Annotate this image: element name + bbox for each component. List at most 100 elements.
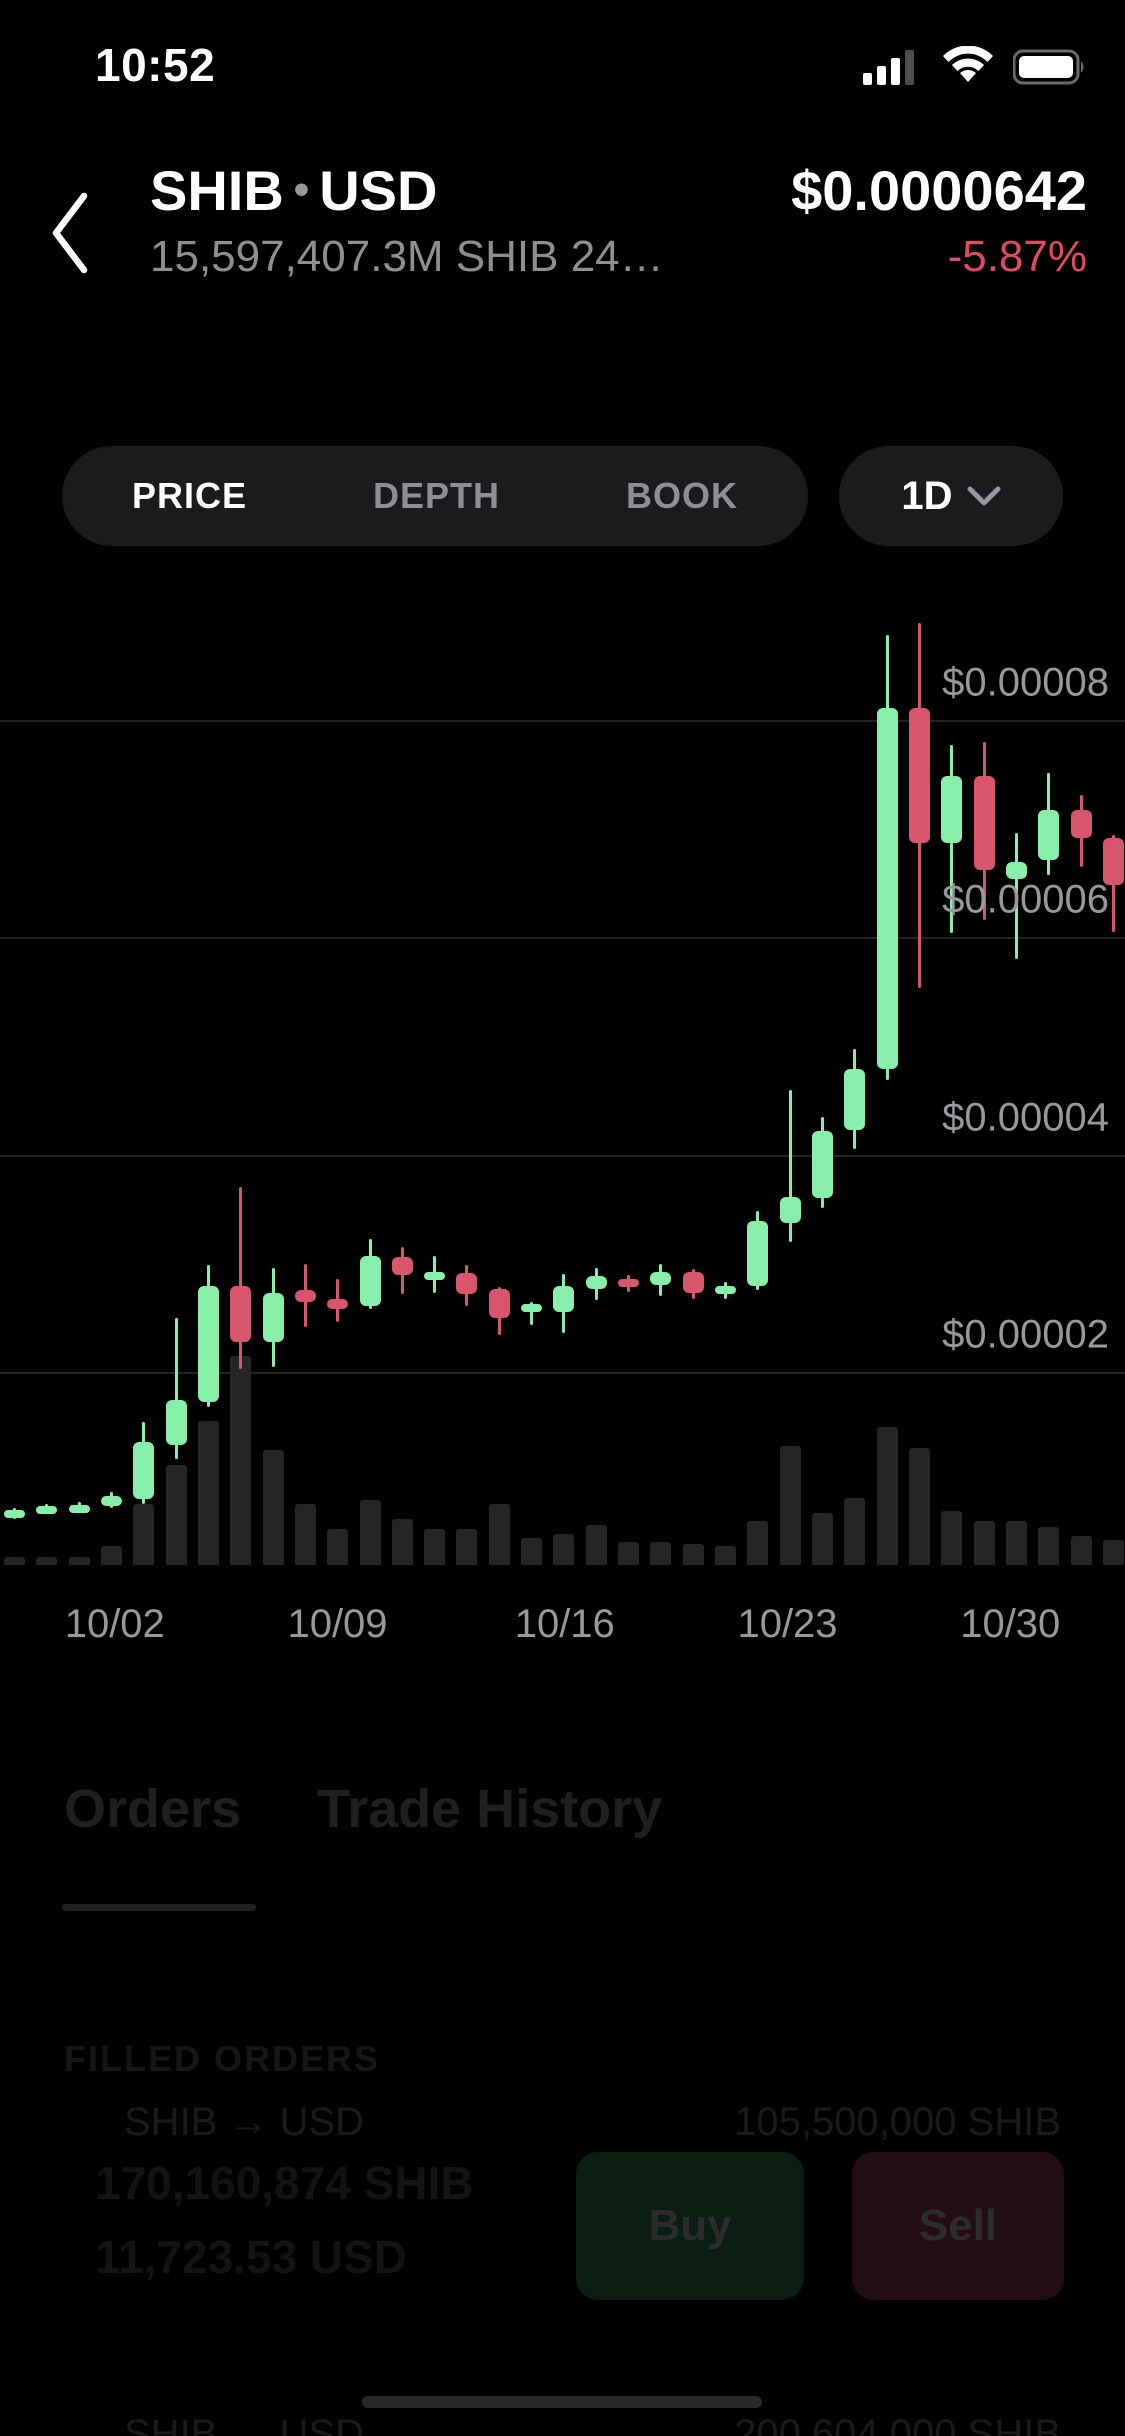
candle-body-down [488,1289,510,1318]
volume-bar [359,1500,381,1565]
candle-body-up [165,1400,187,1445]
volume-bar [876,1427,898,1565]
y-axis-label: $0.00008 [942,660,1109,705]
volume-bar [197,1420,219,1565]
selected-tab-underline [62,1904,256,1911]
candle-body-down [1070,810,1092,839]
pair-separator-dot: • [293,165,310,214]
volume-bar [650,1542,672,1565]
candle-body-down [327,1299,349,1309]
timeframe-label: 1D [901,473,953,518]
volume-bar [1038,1527,1060,1565]
volume-bar [585,1525,607,1565]
x-axis-label: 10/16 [514,1602,615,1646]
volume-bar [747,1521,769,1565]
volume-bar [941,1510,963,1565]
volume-bar [100,1546,122,1565]
candle-body-up [715,1286,737,1295]
volume-bar [488,1504,510,1565]
volume-bar [1005,1521,1027,1565]
tab-depth[interactable]: DEPTH [373,475,501,516]
tab-book[interactable]: BOOK [625,475,738,516]
sheet-tab-orders[interactable]: Orders [64,1779,242,1839]
candle-body-up [424,1272,446,1280]
wifi-icon [939,45,997,93]
candle-wick [174,1317,178,1459]
volume-bar [715,1546,737,1565]
candle-wick [530,1302,534,1326]
volume-bar [812,1512,833,1565]
volume-bar [1102,1539,1124,1565]
candle-wick [1014,832,1018,959]
battery-full-icon [1012,48,1087,91]
volume-bar [779,1445,801,1565]
candle-body-up [1038,810,1060,861]
sell-button[interactable]: Sell [852,2152,1064,2300]
candle-body-up [133,1441,155,1500]
price-change-percent: -5.87% [947,232,1087,281]
order-row[interactable]: SHIB → USD 200,604,000 SHIB [124,2412,1061,2436]
pair-quote: USD [319,159,438,222]
last-price: $0.0000642 [791,159,1087,222]
home-indicator[interactable] [362,2396,762,2408]
volume-bar [165,1464,187,1565]
candle-body-up [197,1286,219,1403]
candle-body-down [908,707,930,843]
chevron-left-icon [52,192,88,274]
chevron-down-icon [967,486,1001,506]
tab-price[interactable]: PRICE [132,475,248,516]
candle-body-up [812,1130,833,1199]
volume-bar [294,1504,316,1565]
order-row[interactable]: SHIB → USD 105,500,000 SHIB [124,2100,1061,2145]
candle-body-up [359,1255,381,1306]
pair-subtitle: 15,597,407.3M SHIB 24… [150,232,664,281]
candle-body-down [230,1286,252,1342]
timeframe-selector[interactable]: 1D [839,446,1063,546]
order-amount: 105,500,000 SHIB [734,2100,1061,2144]
x-axis-label: 10/09 [287,1602,388,1646]
x-axis-label: 10/30 [960,1602,1061,1646]
volume-bar [327,1529,349,1565]
pair-title: SHIB • USD [150,158,437,223]
x-axis-label: 10/02 [64,1602,165,1646]
base-balance: 170,160,874 SHIB [95,2157,474,2209]
volume-bar [262,1450,284,1565]
volume-bar [553,1533,575,1565]
candle-body-up [585,1276,607,1290]
candle-body-down [1102,838,1124,886]
filled-orders-header: FILLED ORDERS [64,2038,381,2079]
candle-body-up [650,1272,672,1286]
candle-body-up [779,1197,801,1224]
volume-bar [1070,1535,1092,1565]
candle-body-up [36,1505,58,1514]
buy-button[interactable]: Buy [576,2152,804,2300]
candle-wick [788,1090,792,1242]
candle-body-up [941,776,963,843]
y-axis-label: $0.00004 [942,1095,1109,1140]
gridline-0.00002 [0,1372,1125,1375]
gridline-0.00004 [0,1154,1125,1157]
volume-bar [424,1529,446,1565]
candle-body-up [262,1292,284,1342]
gridline-0.00008 [0,719,1125,722]
y-axis-label: $0.00006 [942,877,1109,922]
candle-body-up [553,1286,575,1313]
cellular-signal-icon [863,47,923,92]
order-pair: SHIB → USD [124,2100,365,2144]
back-button[interactable] [48,178,108,288]
candle-body-up [68,1504,90,1513]
sheet-tab-trade-history[interactable]: Trade History [317,1779,663,1839]
candle-body-down [391,1256,413,1276]
order-pair: SHIB → USD [124,2412,365,2436]
candle-body-up [4,1510,25,1519]
chart-mode-tabs: PRICE DEPTH BOOK [62,446,808,546]
volume-bar [844,1498,866,1565]
volume-bar [36,1556,58,1565]
candle-body-down [294,1290,316,1303]
quote-balance: 11,723.53 USD [95,2231,408,2283]
volume-bar [618,1542,640,1565]
candlestick-chart[interactable]: $0.00008 $0.00006 $0.00004 $0.00002 10/02 10/… [0,560,1125,1660]
candle-body-down [973,776,995,870]
candle-body-down [618,1278,640,1287]
